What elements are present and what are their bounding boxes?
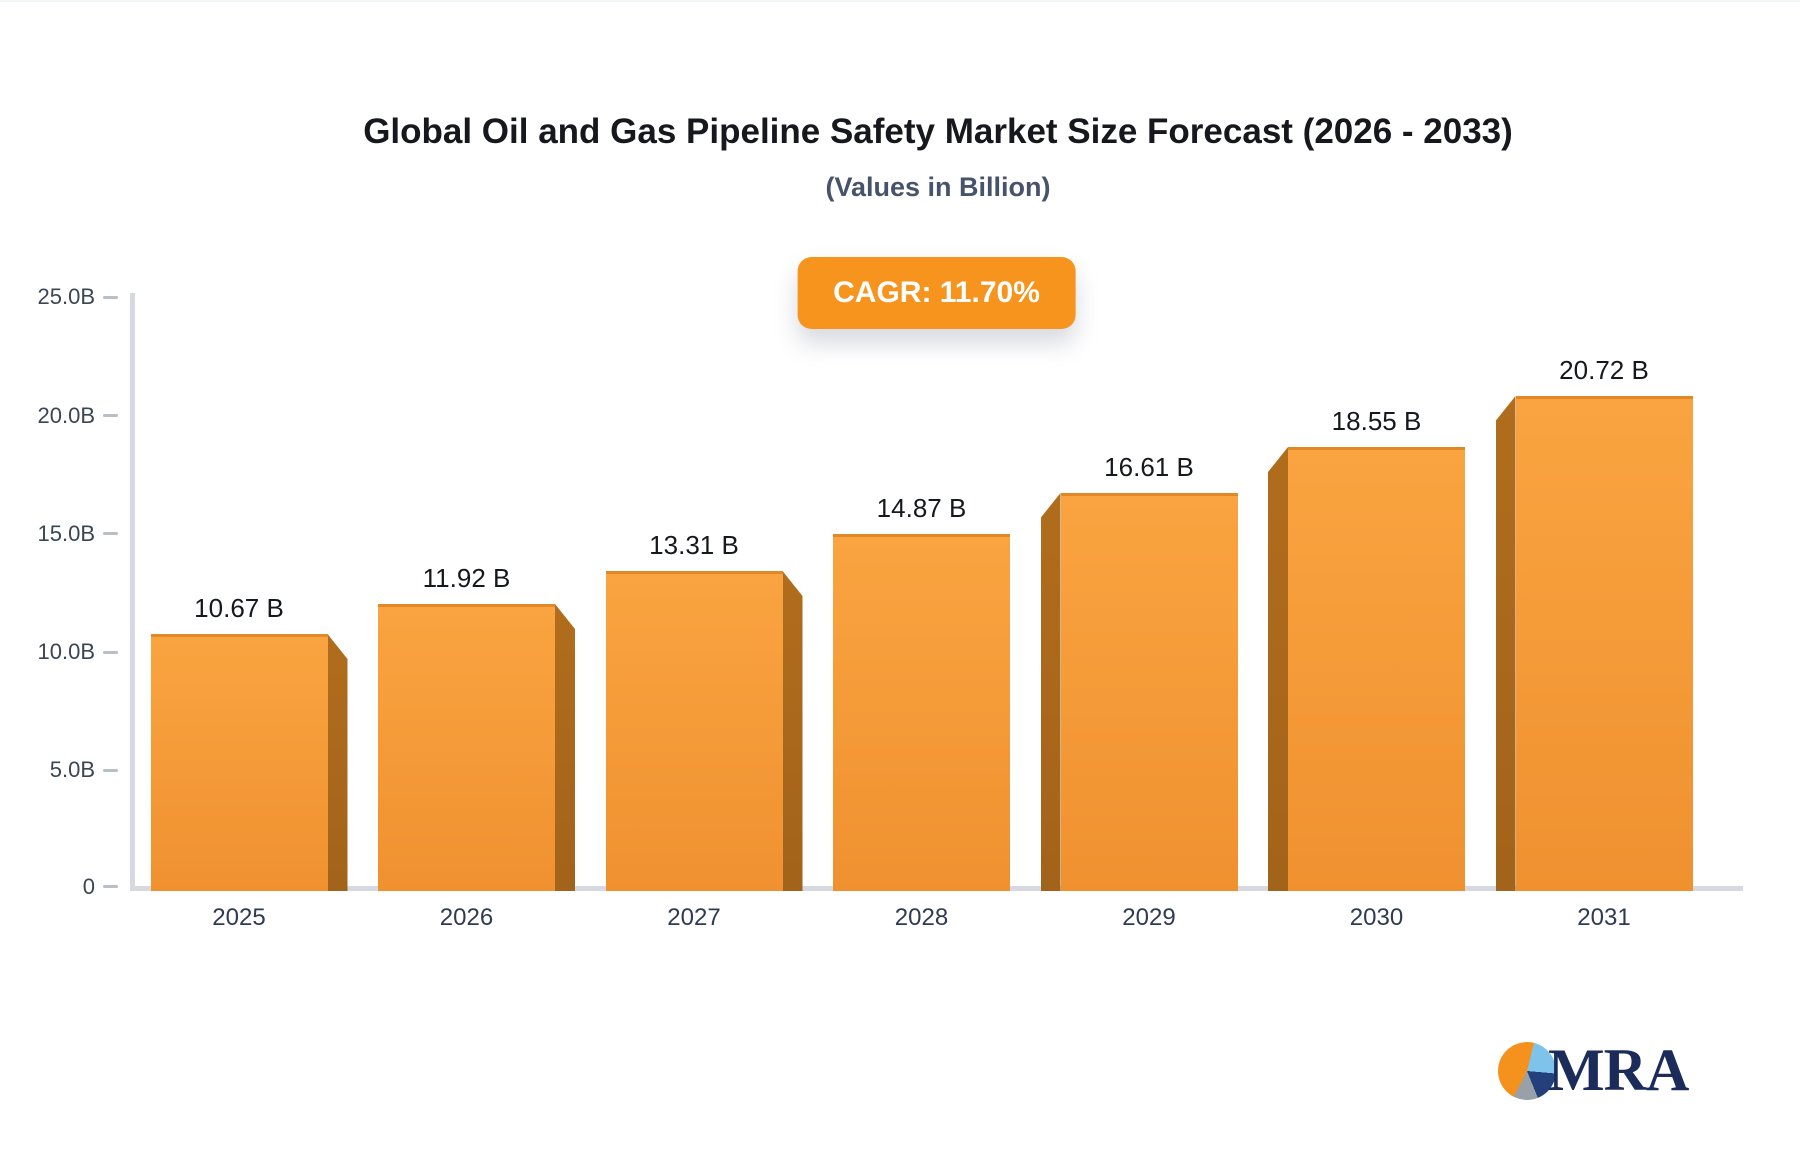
bar-3d-side	[327, 634, 348, 891]
chart-subtitle: (Values in Billion)	[825, 172, 1051, 202]
bar-value-label: 18.55 B	[1331, 406, 1422, 436]
bar	[150, 634, 328, 891]
bar	[1515, 396, 1693, 891]
x-axis-category-label: 2031	[1577, 904, 1631, 931]
y-axis-tick	[103, 885, 118, 888]
bar-3d-side	[1040, 493, 1061, 891]
bar-3d-side	[1495, 396, 1516, 891]
bar-value-label: 10.67 B	[194, 593, 284, 623]
y-axis-tick-label: 0	[82, 873, 95, 899]
bar	[605, 571, 783, 891]
bar-3d-side	[1268, 447, 1288, 891]
y-axis-tick-label: 15.0B	[37, 520, 96, 546]
x-axis-category-label: 2027	[667, 904, 721, 931]
bar-value-label: 16.61 B	[1104, 452, 1194, 482]
bar-3d-side	[555, 604, 575, 891]
chart-title: Global Oil and Gas Pipeline Safety Marke…	[363, 112, 1513, 151]
bar-value-label: 14.87 B	[876, 493, 967, 523]
bar	[833, 534, 1010, 891]
bar-value-label: 20.72 B	[1559, 355, 1649, 385]
bar	[378, 604, 555, 891]
y-axis-tick	[103, 295, 118, 299]
mra-logo: MRA	[1498, 1036, 1689, 1105]
bar-value-label: 13.31 B	[649, 530, 739, 560]
x-axis-category-label: 2028	[894, 904, 949, 931]
x-axis-category-label: 2030	[1349, 904, 1404, 931]
y-axis-tick	[103, 650, 118, 654]
y-axis-tick-label: 5.0B	[49, 757, 95, 783]
y-axis-tick	[103, 414, 118, 417]
y-axis-tick-label: 20.0B	[37, 402, 96, 428]
y-axis-tick-label: 10.0B	[37, 639, 96, 664]
bar-3d-side	[782, 571, 803, 891]
bar	[1288, 447, 1465, 891]
logo-text: MRA	[1548, 1037, 1689, 1103]
x-axis-category-label: 2025	[212, 904, 266, 931]
y-axis-tick	[103, 768, 118, 772]
y-axis-tick	[103, 532, 118, 536]
y-axis-tick-label: 25.0B	[37, 284, 96, 310]
y-axis-line	[130, 293, 135, 891]
cagr-badge: CAGR: 11.70%	[797, 257, 1076, 329]
x-axis-category-label: 2026	[439, 904, 494, 931]
pie-chart-logo-icon	[1498, 1041, 1556, 1100]
bar-value-label: 11.92 B	[422, 563, 511, 593]
x-axis-category-label: 2029	[1122, 904, 1176, 931]
bar	[1060, 493, 1238, 891]
